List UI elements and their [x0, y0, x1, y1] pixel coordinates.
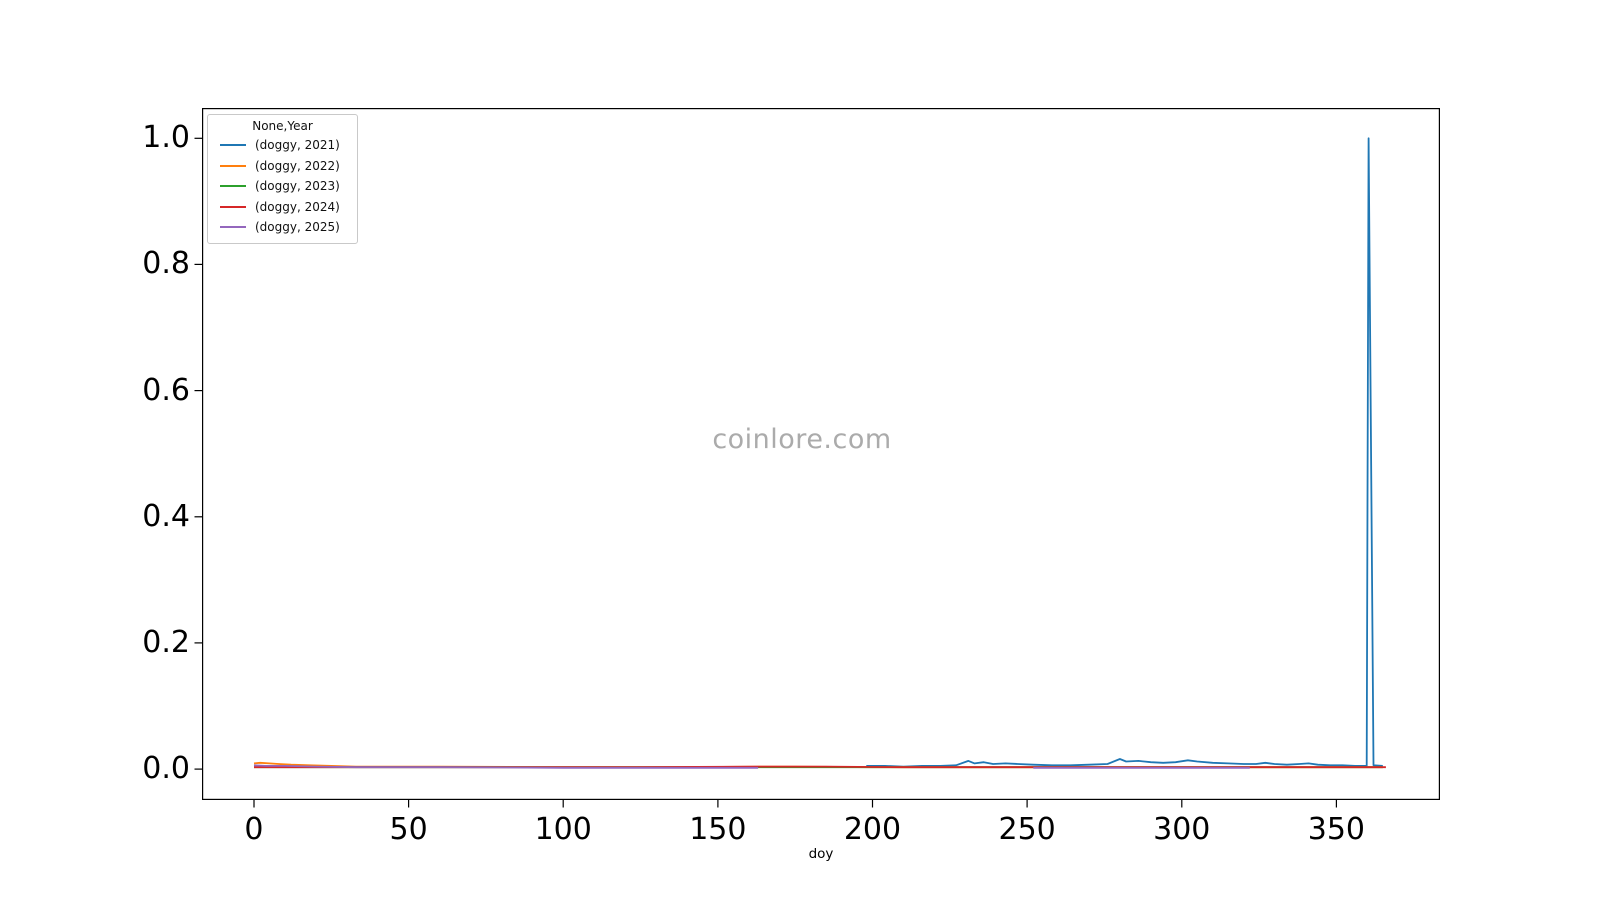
x-tick-label: 100 — [534, 812, 592, 847]
legend-entry: (doggy, 2022) — [214, 156, 351, 177]
x-tick-label: 0 — [244, 812, 264, 847]
x-axis-title: doy — [808, 846, 834, 862]
legend-line-swatch — [220, 144, 246, 147]
series-line — [253, 764, 1250, 769]
series-line — [866, 137, 1383, 768]
legend-entry-label: (doggy, 2025) — [255, 220, 340, 235]
legend-entry: (doggy, 2025) — [214, 217, 351, 238]
y-tick-label: 0.4 — [142, 498, 190, 534]
legend-entry-label: (doggy, 2022) — [255, 158, 340, 173]
y-tick-label: 0.6 — [142, 372, 190, 408]
x-tick-label: 50 — [389, 812, 428, 847]
legend-box: None,Year (doggy, 2021) (doggy, 2022) (dog… — [207, 114, 358, 244]
y-tick-label: 0.2 — [142, 624, 190, 660]
legend-line-swatch — [220, 185, 246, 188]
legend-entry: (doggy, 2021) — [214, 135, 351, 156]
y-tick-label: 1.0 — [142, 120, 190, 156]
legend-entry-label: (doggy, 2024) — [255, 199, 340, 214]
legend-entry: (doggy, 2023) — [214, 176, 351, 197]
legend-line-swatch — [220, 164, 246, 167]
watermark-text: coinlore.com — [712, 424, 892, 455]
x-tick-label: 200 — [843, 812, 902, 847]
x-tick-label: 350 — [1307, 812, 1366, 847]
legend-line-swatch — [220, 226, 246, 229]
axes-frame — [202, 108, 1441, 800]
x-tick-label: 250 — [998, 812, 1056, 847]
legend-entry: (doggy, 2024) — [214, 197, 351, 218]
y-tick-label: 0.8 — [142, 246, 190, 282]
legend-entry-label: (doggy, 2021) — [255, 138, 340, 153]
plot-area — [194, 108, 1441, 808]
x-tick-label: 300 — [1153, 812, 1211, 847]
x-tick-label: 150 — [689, 812, 747, 847]
legend-line-swatch — [220, 205, 246, 208]
legend-entry-label: (doggy, 2023) — [255, 179, 340, 194]
y-tick-label: 0.0 — [142, 751, 190, 787]
legend-title: None,Year — [252, 119, 313, 133]
legend-items: (doggy, 2021) (doggy, 2022) (doggy, 2023) (… — [214, 135, 351, 238]
